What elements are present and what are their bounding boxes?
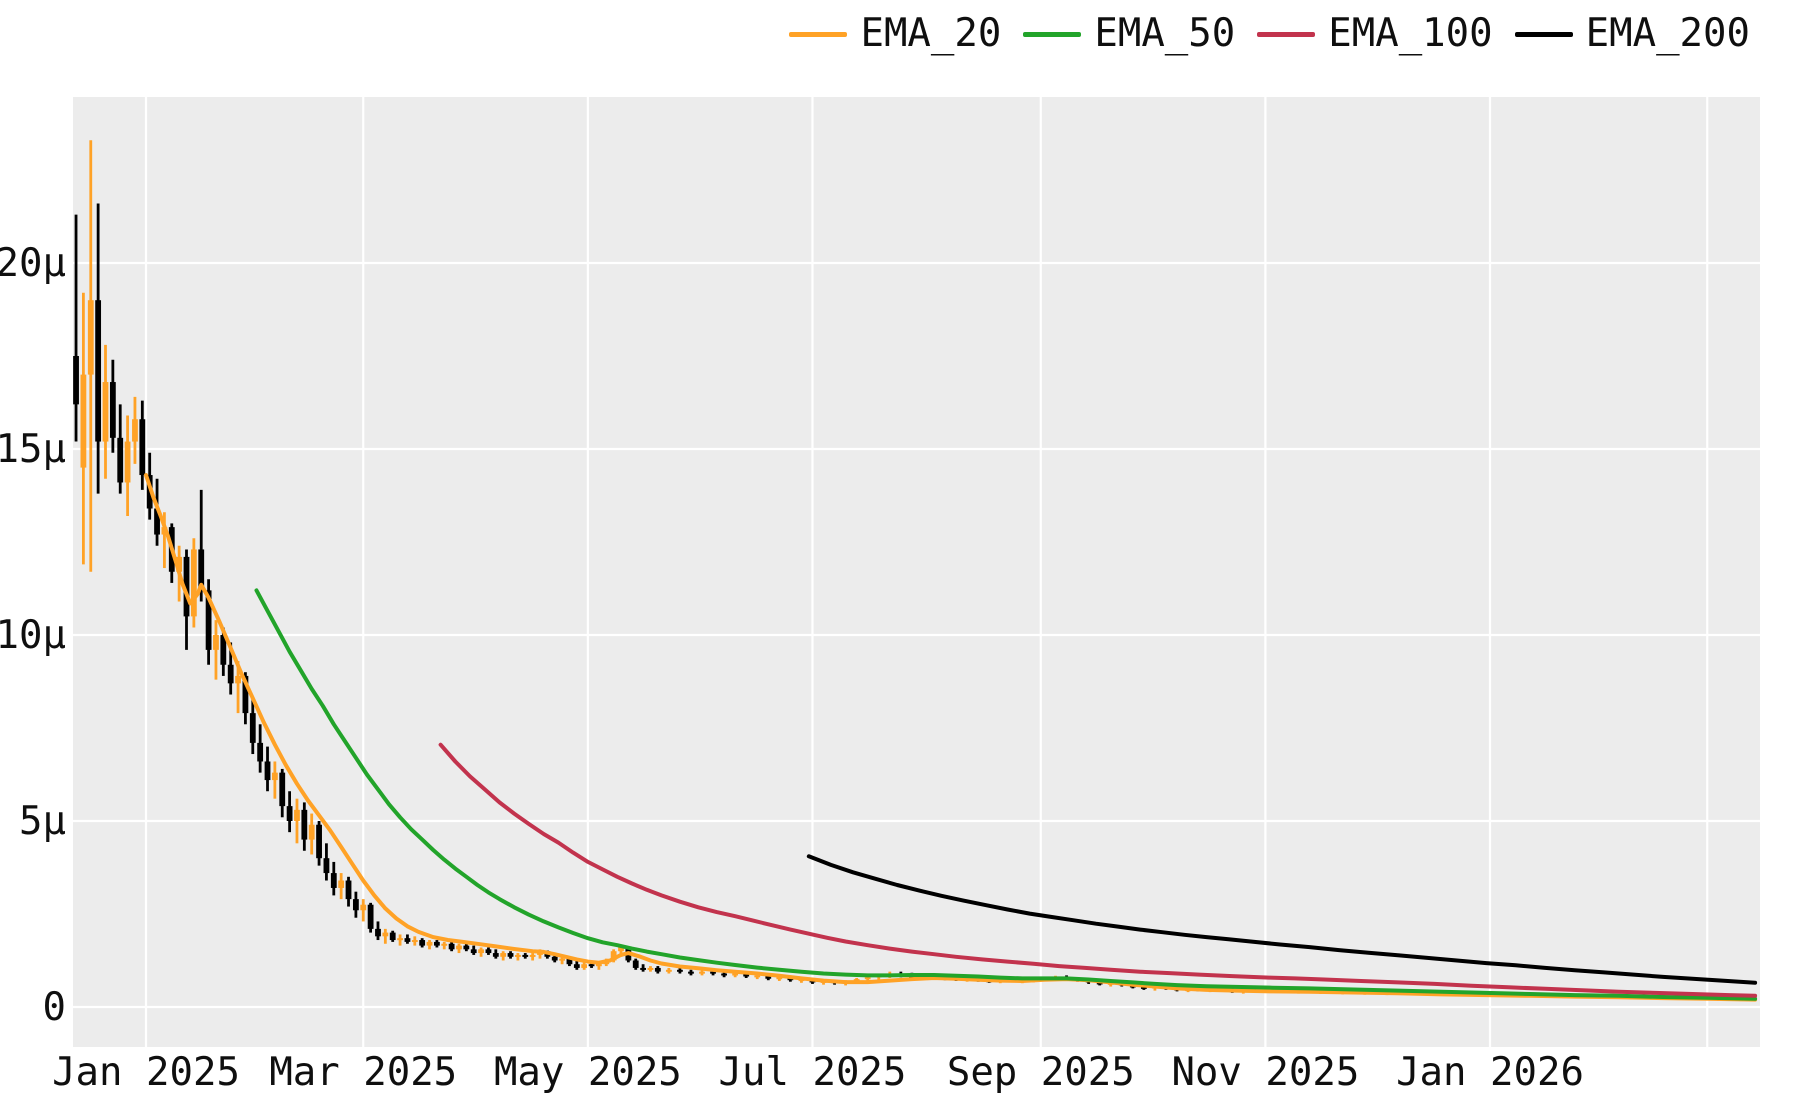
legend-item-ema-100: EMA_100	[1257, 10, 1493, 58]
y-tick-label: 10µ	[0, 612, 66, 658]
x-tick-label: Jan 2026	[1396, 1050, 1584, 1095]
plot-area	[73, 97, 1760, 1047]
y-tick-label: 0	[42, 984, 66, 1030]
x-tick-label: Nov 2025	[1171, 1050, 1360, 1095]
legend-label-ema-100: EMA_100	[1328, 11, 1493, 56]
y-tick-label: 15µ	[0, 426, 66, 472]
x-tick-label: Jul 2025	[718, 1050, 907, 1095]
x-tick-label: May 2025	[493, 1050, 682, 1095]
gridlines	[73, 97, 1760, 1047]
x-tick-label: Mar 2025	[269, 1050, 458, 1095]
ema-20-line	[144, 473, 1758, 1002]
x-tick-label: Jan 2025	[52, 1050, 240, 1095]
legend-item-ema-20: EMA_20	[789, 10, 1001, 58]
legend-label-ema-50: EMA_50	[1094, 11, 1236, 56]
legend-item-ema-200: EMA_200	[1514, 10, 1750, 58]
legend-line-ema-20	[789, 31, 848, 37]
candlestick-series	[73, 140, 1755, 1002]
legend-line-ema-50	[1023, 31, 1082, 37]
legend: EMA_20 EMA_50 EMA_100 EMA_200	[789, 10, 1750, 58]
ema-50-line	[254, 588, 1758, 1001]
legend-label-ema-200: EMA_200	[1585, 11, 1750, 56]
legend-line-ema-200	[1514, 31, 1573, 37]
y-tick-label: 5µ	[19, 798, 66, 844]
x-tick-label: Sep 2025	[946, 1050, 1135, 1095]
legend-label-ema-20: EMA_20	[860, 11, 1002, 56]
y-tick-label: 20µ	[0, 240, 66, 286]
legend-item-ema-50: EMA_50	[1023, 10, 1235, 58]
legend-line-ema-100	[1257, 31, 1316, 37]
ema-100-line	[438, 742, 1758, 998]
ema-200-line	[806, 854, 1758, 985]
